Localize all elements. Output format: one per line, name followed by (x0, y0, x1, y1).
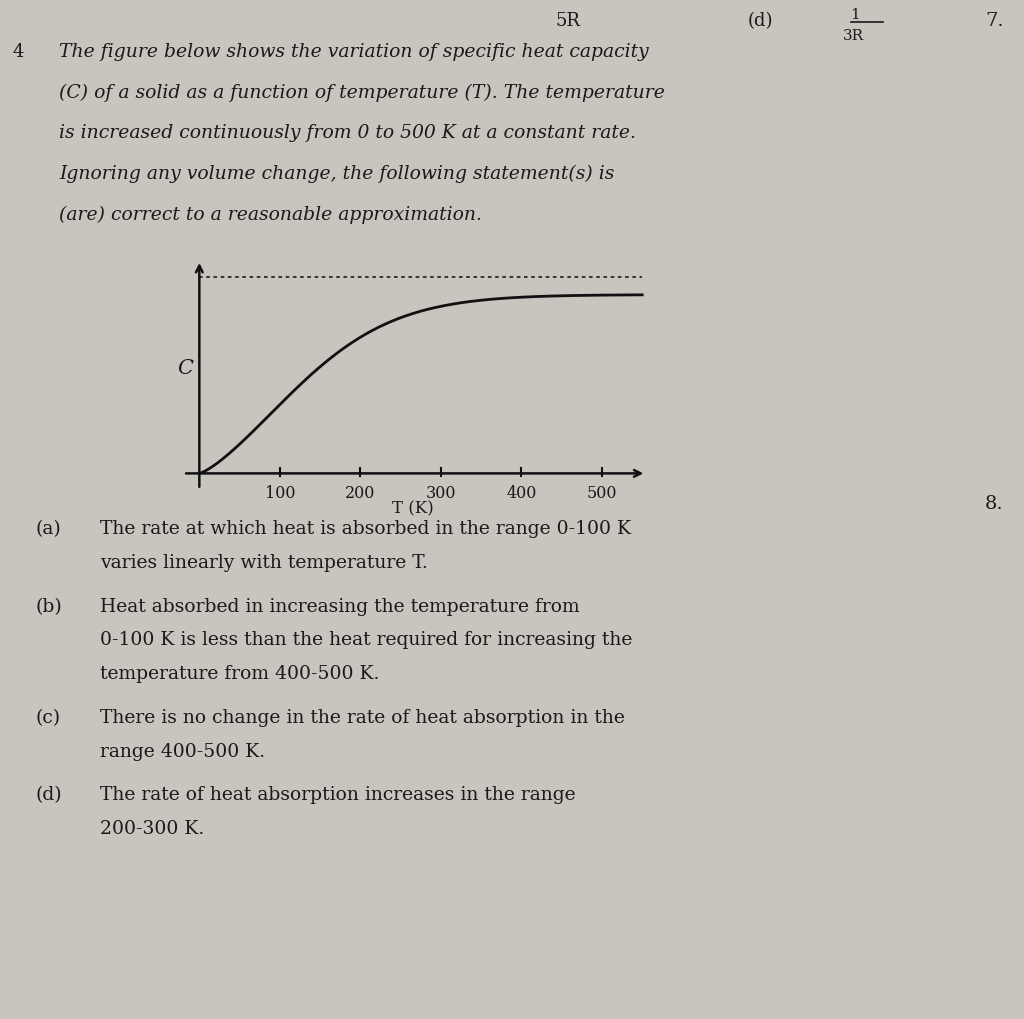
Text: There is no change in the rate of heat absorption in the: There is no change in the rate of heat a… (100, 708, 626, 727)
Text: range 400-500 K.: range 400-500 K. (100, 742, 265, 760)
Text: (a): (a) (36, 520, 61, 538)
Text: (C) of a solid as a function of temperature (T). The temperature: (C) of a solid as a function of temperat… (59, 84, 666, 102)
Text: T (K): T (K) (392, 500, 433, 518)
Text: 0-100 K is less than the heat required for increasing the: 0-100 K is less than the heat required f… (100, 631, 633, 649)
Text: 400: 400 (506, 484, 537, 501)
Text: (c): (c) (36, 708, 61, 727)
Text: Ignoring any volume change, the following statement(s) is: Ignoring any volume change, the followin… (59, 165, 614, 183)
Text: 200: 200 (345, 484, 376, 501)
Text: 1: 1 (850, 8, 860, 22)
Text: 3R: 3R (843, 29, 863, 43)
Text: (d): (d) (748, 12, 773, 31)
Text: 7.: 7. (985, 12, 1004, 31)
Text: 4: 4 (12, 43, 24, 61)
Text: Heat absorbed in increasing the temperature from: Heat absorbed in increasing the temperat… (100, 597, 580, 615)
Text: 8.: 8. (985, 494, 1004, 513)
Text: The rate of heat absorption increases in the range: The rate of heat absorption increases in… (100, 786, 575, 804)
Text: temperature from 400-500 K.: temperature from 400-500 K. (100, 664, 380, 683)
Text: C: C (177, 359, 194, 378)
Text: The figure below shows the variation of specific heat capacity: The figure below shows the variation of … (59, 43, 649, 61)
Text: 5R: 5R (556, 12, 581, 31)
Text: The rate at which heat is absorbed in the range 0-100 K: The rate at which heat is absorbed in th… (100, 520, 632, 538)
Text: varies linearly with temperature T.: varies linearly with temperature T. (100, 553, 428, 572)
Text: 100: 100 (264, 484, 295, 501)
Text: 500: 500 (587, 484, 617, 501)
Text: is increased continuously from 0 to 500 K at a constant rate.: is increased continuously from 0 to 500 … (59, 124, 636, 143)
Text: (are) correct to a reasonable approximation.: (are) correct to a reasonable approximat… (59, 206, 482, 224)
Text: (d): (d) (36, 786, 62, 804)
Text: (b): (b) (36, 597, 62, 615)
Text: 300: 300 (426, 484, 456, 501)
Text: 200-300 K.: 200-300 K. (100, 819, 205, 838)
